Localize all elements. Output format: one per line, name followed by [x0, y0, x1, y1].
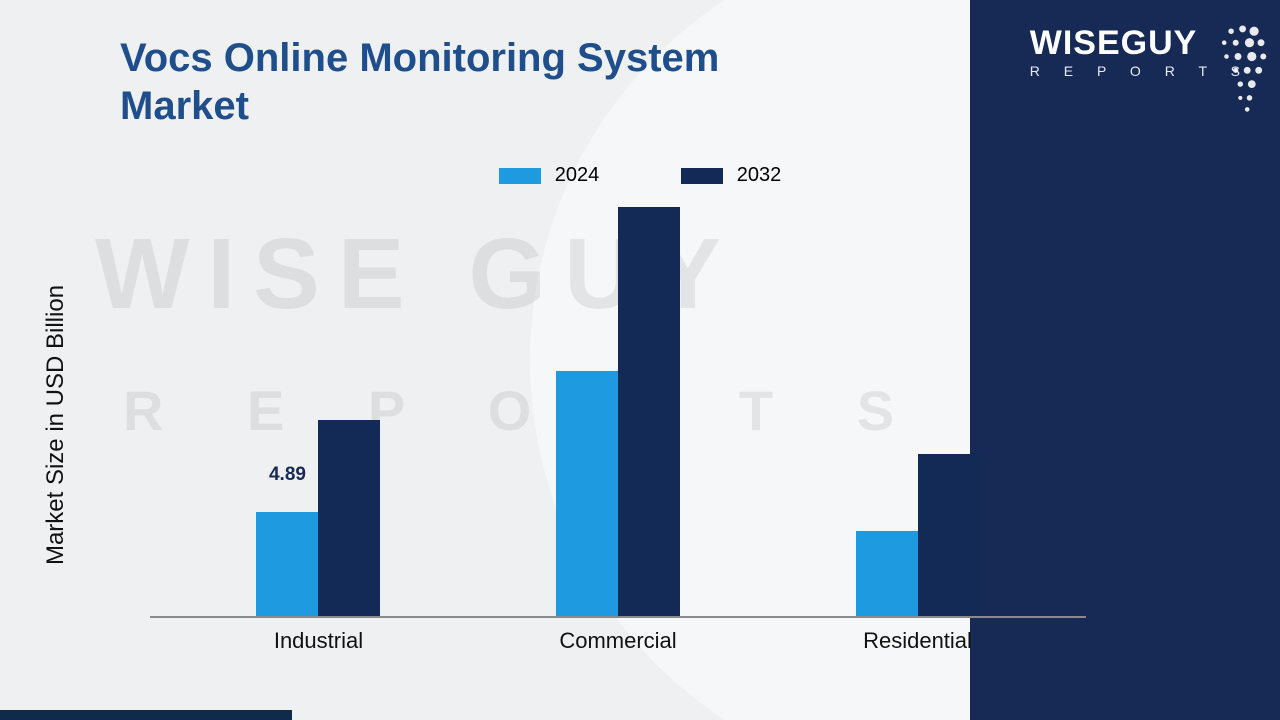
bar-value-label: 4.89: [269, 464, 306, 486]
category-label: Residential: [863, 628, 972, 654]
bar: [918, 454, 980, 616]
chart-area: Market Size in USD Billion Industrial4.8…: [86, 190, 1086, 660]
legend-label-2024: 2024: [555, 164, 600, 187]
category-label: Industrial: [274, 628, 363, 654]
legend-swatch-2032: [681, 168, 723, 184]
chart-canvas: WISE GUY R E P O R T S WISEGUY R E P O R…: [0, 0, 1280, 720]
bar: [856, 531, 918, 616]
y-axis-label: Market Size in USD Billion: [42, 285, 70, 565]
brand-logo: WISEGUY R E P O R T S: [1030, 26, 1250, 78]
bar: [618, 207, 680, 616]
brand-name: WISEGUY: [1030, 26, 1250, 60]
bar: [556, 371, 618, 616]
footer-bar: [0, 710, 292, 720]
legend-item-2032: 2032: [681, 164, 782, 187]
bar: [256, 512, 318, 616]
brand-sub: R E P O R T S: [1030, 64, 1250, 78]
chart-title: Vocs Online Monitoring System Market: [120, 34, 800, 130]
category-label: Commercial: [559, 628, 676, 654]
legend-item-2024: 2024: [499, 164, 600, 187]
legend-swatch-2024: [499, 168, 541, 184]
plot-area: Industrial4.89CommercialResidential: [150, 190, 1086, 618]
bar: [318, 420, 380, 616]
legend-label-2032: 2032: [737, 164, 782, 187]
legend: 2024 2032: [0, 164, 1280, 190]
